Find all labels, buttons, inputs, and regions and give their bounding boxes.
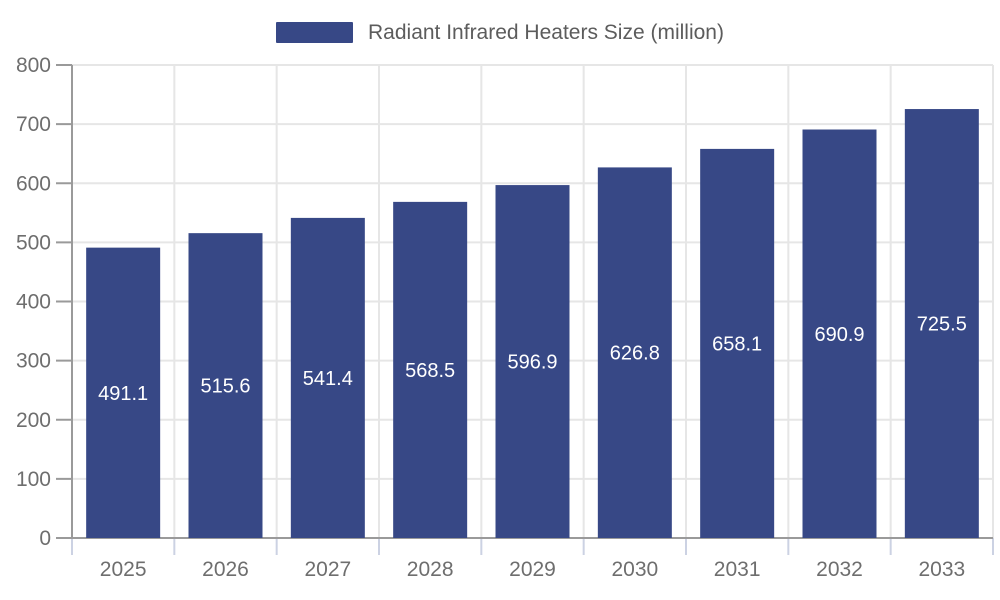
- bar-2029: [495, 185, 570, 538]
- legend-item[interactable]: Radiant Infrared Heaters Size (million): [276, 20, 724, 45]
- x-axis-label: 2029: [509, 558, 556, 581]
- bar-2026: [188, 233, 263, 539]
- y-axis-label: 600: [16, 172, 51, 195]
- y-axis-label: 800: [16, 54, 51, 77]
- y-axis-label: 400: [16, 291, 51, 314]
- y-axis-label: 700: [16, 113, 51, 136]
- bar-value-label: 690.9: [814, 324, 864, 346]
- y-axis-label: 300: [16, 350, 51, 373]
- legend-label: Radiant Infrared Heaters Size (million): [368, 21, 724, 44]
- bar-value-label: 515.6: [200, 376, 250, 398]
- bar-value-label: 725.5: [917, 314, 967, 336]
- bar-2033: [904, 109, 979, 538]
- x-axis-label: 2027: [304, 558, 351, 581]
- x-axis-label: 2032: [816, 558, 863, 581]
- x-axis-label: 2026: [202, 558, 249, 581]
- bar-2030: [597, 167, 672, 539]
- bar-2028: [393, 201, 468, 538]
- legend: Radiant Infrared Heaters Size (million): [0, 20, 1000, 45]
- x-axis-label: 2031: [714, 558, 761, 581]
- bar-value-label: 658.1: [712, 333, 762, 355]
- y-axis-label: 0: [39, 527, 51, 550]
- x-axis-label: 2025: [100, 558, 147, 581]
- bar-2031: [700, 148, 775, 538]
- x-axis-label: 2028: [407, 558, 454, 581]
- bar-2025: [86, 247, 161, 538]
- bar-value-label: 596.9: [507, 352, 557, 374]
- x-axis-label: 2030: [611, 558, 658, 581]
- y-axis-label: 100: [16, 468, 51, 491]
- y-axis-label: 500: [16, 231, 51, 254]
- bar-value-label: 626.8: [610, 343, 660, 365]
- bar-value-label: 491.1: [98, 383, 148, 405]
- legend-swatch-icon: [276, 22, 353, 43]
- bar-2027: [290, 217, 365, 538]
- y-axis-label: 200: [16, 409, 51, 432]
- bar-2032: [802, 129, 877, 538]
- bar-value-label: 568.5: [405, 360, 455, 382]
- bar-value-label: 541.4: [303, 368, 353, 390]
- x-axis-label: 2033: [918, 558, 965, 581]
